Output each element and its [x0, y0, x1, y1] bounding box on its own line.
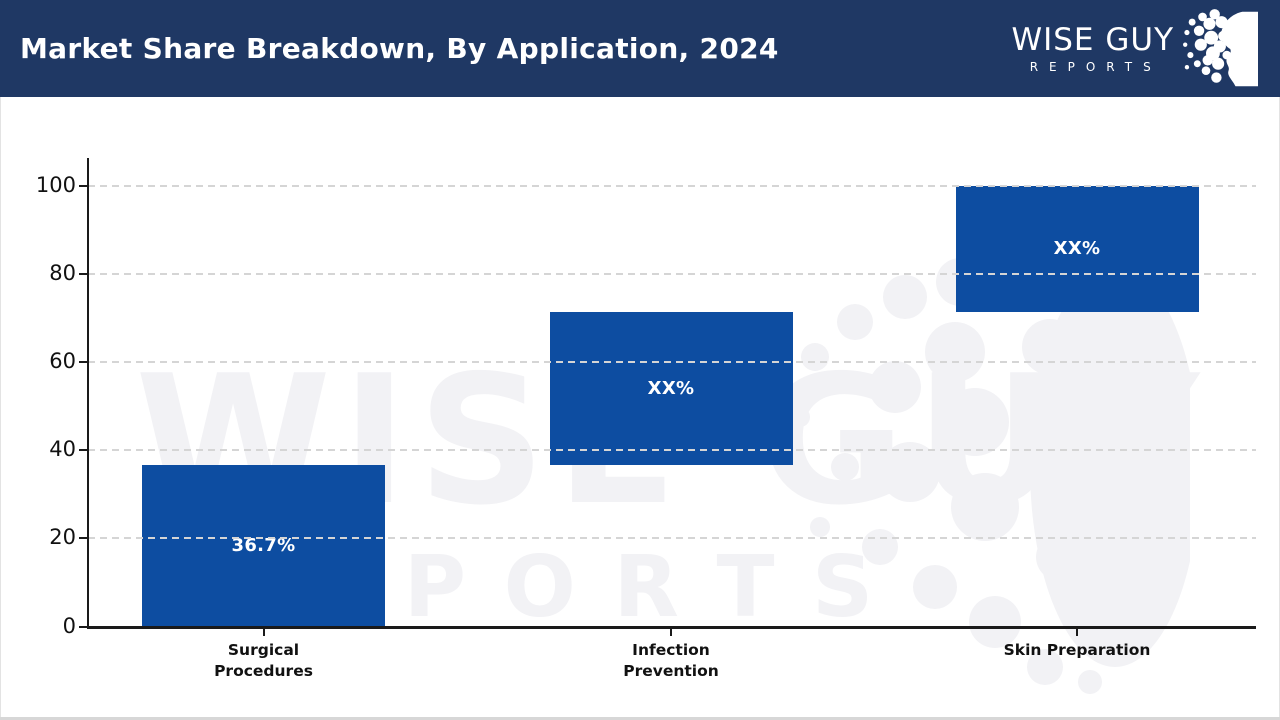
y-tick-mark-20 [79, 537, 88, 540]
bar-skin-preparation: XX% [955, 185, 1199, 313]
y-tick-mark-100 [79, 184, 88, 187]
logo-wordmark: WISE GUY [1011, 21, 1174, 58]
header-bar: Market Share Breakdown, By Application, … [0, 0, 1280, 97]
y-tick-mark-80 [79, 272, 88, 275]
y-tick-mark-60 [79, 360, 88, 363]
x-category-line: Surgical [227, 641, 300, 659]
y-tick-label-100: 100 [35, 172, 76, 197]
y-tick-mark-40 [79, 449, 88, 452]
x-category-label-skin-preparation: Skin Preparation [917, 640, 1237, 661]
gridline-80 [88, 272, 1256, 275]
left-border [0, 97, 1, 720]
x-category-line: Skin Preparation [1003, 641, 1151, 659]
gridline-60 [88, 360, 1256, 363]
x-tick-mark-infection-prevention [670, 629, 672, 636]
x-category-label-infection-prevention: Infection Prevention [511, 640, 831, 682]
x-tick-mark-surgical-procedures [262, 629, 265, 636]
chart-title: Market Share Breakdown, By Application, … [20, 32, 779, 65]
gridline-20 [88, 537, 1256, 540]
logo-text: WISE GUY REPORTS [1011, 21, 1174, 74]
gridline-40 [88, 449, 1256, 452]
x-category-line: Prevention [623, 662, 719, 680]
x-category-line: Procedures [214, 662, 313, 680]
bar-value-label-skin-preparation: XX% [1053, 238, 1101, 260]
bar-surgical-procedures: 36.7% [142, 464, 385, 627]
y-tick-mark-0 [79, 625, 88, 628]
y-axis-spine [87, 158, 89, 629]
y-tick-label-0: 0 [62, 613, 76, 638]
bottom-border [0, 717, 1280, 720]
x-category-line: Infection [632, 641, 710, 659]
bar-infection-prevention: XX% [549, 312, 793, 465]
y-tick-label-80: 80 [49, 260, 76, 285]
logo-subtext: REPORTS [1029, 59, 1162, 74]
logo-face-icon [1183, 8, 1258, 86]
x-axis-spine [87, 626, 1256, 629]
bar-value-label-surgical-procedures: 36.7% [231, 535, 296, 557]
x-category-label-surgical-procedures: Surgical Procedures [104, 640, 424, 682]
y-tick-label-20: 20 [49, 525, 76, 550]
gridline-100 [88, 184, 1256, 187]
y-tick-label-40: 40 [49, 437, 76, 462]
bar-value-label-infection-prevention: XX% [647, 377, 695, 399]
wise-guy-logo: WISE GUY REPORTS [1011, 8, 1258, 90]
chart-area: WISE GUY R E P O R T S 02040608010036.7%… [0, 97, 1280, 720]
y-tick-label-60: 60 [49, 348, 76, 373]
x-tick-mark-skin-preparation [1076, 629, 1078, 636]
